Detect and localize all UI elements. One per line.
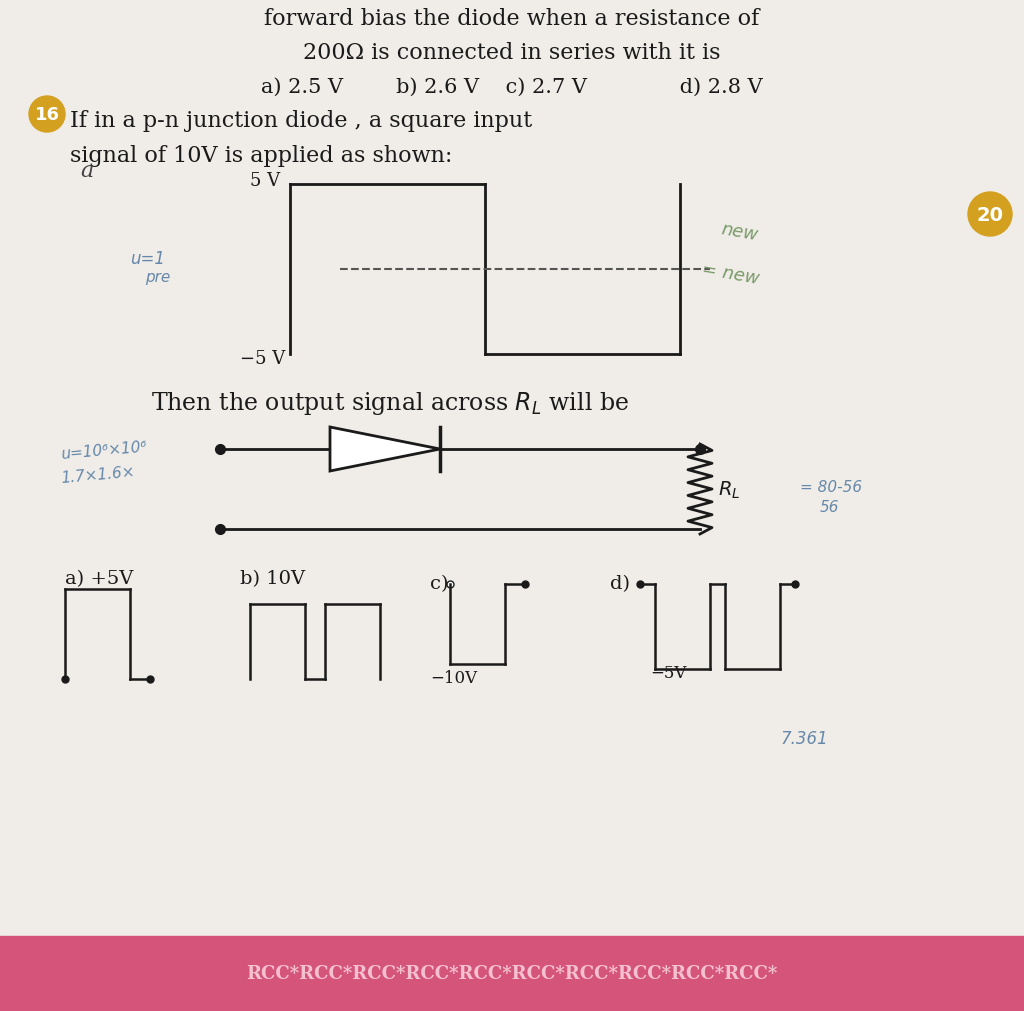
Text: c): c) [430, 574, 449, 592]
Text: = new: = new [700, 260, 761, 287]
Text: If in a p-n junction diode , a square input: If in a p-n junction diode , a square in… [70, 110, 532, 131]
Text: 5 V: 5 V [250, 172, 280, 190]
Text: 20: 20 [977, 205, 1004, 224]
Text: u=10⁶×10⁶: u=10⁶×10⁶ [60, 440, 147, 462]
Text: u=1: u=1 [130, 250, 165, 268]
Bar [0, 936, 1024, 1011]
Text: −5 V: −5 V [240, 350, 285, 368]
Text: 200Ω is connected in series with it is: 200Ω is connected in series with it is [303, 42, 721, 64]
Text: d): d) [610, 574, 630, 592]
Circle shape [968, 193, 1012, 237]
Text: 7.361: 7.361 [780, 729, 827, 747]
Polygon shape [330, 428, 440, 471]
Text: a) 2.5 V        b) 2.6 V    c) 2.7 V              d) 2.8 V: a) 2.5 V b) 2.6 V c) 2.7 V d) 2.8 V [261, 78, 763, 97]
Text: 56: 56 [820, 499, 840, 515]
Text: 1.7×1.6×: 1.7×1.6× [60, 464, 135, 486]
Text: signal of 10V is applied as shown:: signal of 10V is applied as shown: [70, 145, 453, 167]
Text: 16: 16 [35, 106, 59, 124]
Text: b) 10V: b) 10V [240, 569, 305, 587]
Circle shape [29, 97, 65, 132]
Text: a: a [80, 160, 93, 182]
Text: Then the output signal across $R_L$ will be: Then the output signal across $R_L$ will… [151, 389, 629, 417]
Text: pre: pre [145, 270, 170, 285]
Text: RCC*RCC*RCC*RCC*RCC*RCC*RCC*RCC*RCC*RCC*: RCC*RCC*RCC*RCC*RCC*RCC*RCC*RCC*RCC*RCC* [247, 964, 777, 983]
Text: −10V: −10V [430, 669, 477, 686]
Text: = 80-56: = 80-56 [800, 479, 862, 494]
Text: forward bias the diode when a resistance of: forward bias the diode when a resistance… [264, 8, 760, 30]
Text: new: new [720, 219, 760, 244]
Text: −5V: −5V [650, 664, 686, 681]
Text: a) +5V: a) +5V [65, 569, 133, 587]
Text: $R_L$: $R_L$ [718, 479, 740, 500]
